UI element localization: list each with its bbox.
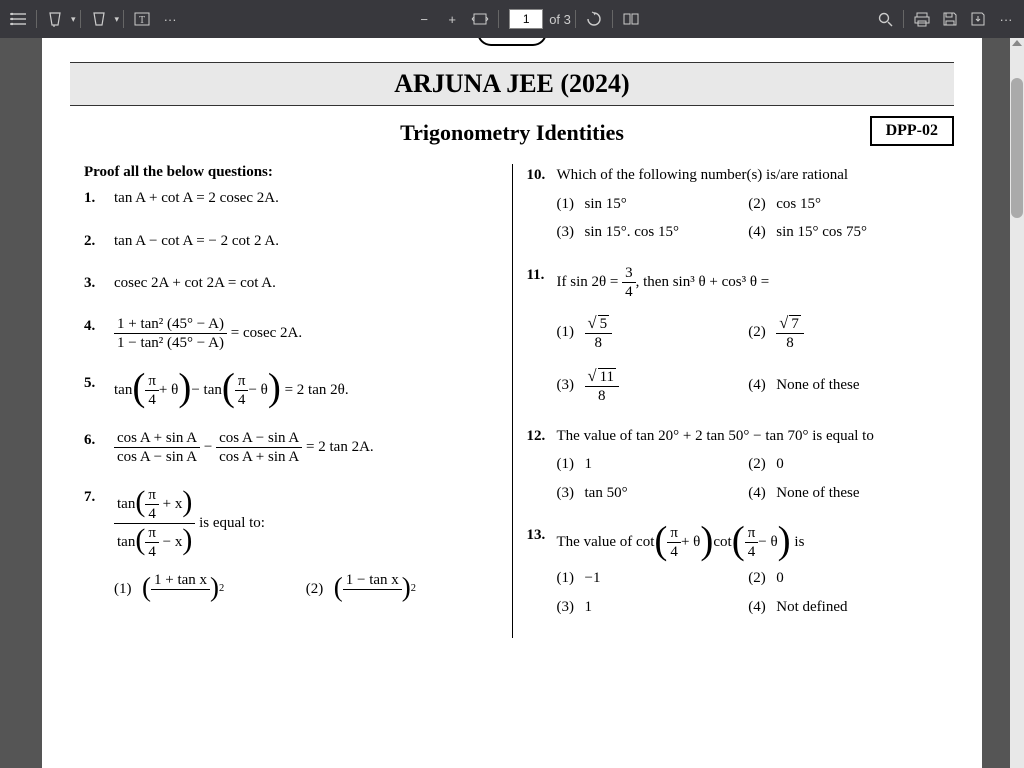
question-7: 7. tan(π4 + x) tan(π4 − x) is equal to: … bbox=[84, 486, 498, 608]
chevron-down-icon[interactable]: ▾ bbox=[71, 14, 76, 25]
title-banner: ARJUNA JEE (2024) bbox=[70, 62, 954, 106]
document-viewport: ARJUNA JEE (2024) Trigonometry Identitie… bbox=[0, 38, 1024, 768]
sidebar-toggle-icon[interactable] bbox=[4, 5, 32, 33]
question-12: 12. The value of tan 20° + 2 tan 50° − t… bbox=[527, 425, 941, 505]
doc-title: ARJUNA JEE (2024) bbox=[70, 69, 954, 99]
decorative-arc bbox=[477, 38, 547, 46]
question-11: 11. If sin 2θ = 34, then sin³ θ + cos³ θ… bbox=[527, 264, 941, 405]
scroll-thumb[interactable] bbox=[1011, 78, 1023, 218]
question-1: 1.tan A + cot A = 2 cosec 2A. bbox=[84, 187, 498, 210]
search-icon[interactable] bbox=[871, 5, 899, 33]
vertical-scrollbar[interactable] bbox=[1010, 38, 1024, 768]
print-icon[interactable] bbox=[908, 5, 936, 33]
instruction-text: Proof all the below questions: bbox=[84, 164, 498, 181]
page-number-input[interactable] bbox=[509, 9, 543, 29]
doc-subtitle: Trigonometry Identities bbox=[400, 120, 624, 146]
dpp-badge: DPP-02 bbox=[870, 116, 954, 146]
fit-width-icon[interactable] bbox=[466, 5, 494, 33]
left-column: Proof all the below questions: 1.tan A +… bbox=[70, 164, 513, 638]
question-10: 10. Which of the following number(s) is/… bbox=[527, 164, 941, 244]
chevron-down-icon[interactable]: ▾ bbox=[115, 14, 120, 25]
right-column: 10. Which of the following number(s) is/… bbox=[513, 164, 955, 638]
highlight-tool-icon[interactable] bbox=[41, 5, 69, 33]
scroll-up-icon[interactable] bbox=[1012, 40, 1022, 46]
draw-tool-icon[interactable] bbox=[85, 5, 113, 33]
question-5: 5. tan(π4+ θ)− tan(π4− θ) = 2 tan 2θ. bbox=[84, 372, 498, 409]
zoom-out-icon[interactable]: − bbox=[410, 5, 438, 33]
more-tools-icon[interactable]: ··· bbox=[156, 5, 184, 33]
question-13: 13. The value of cot(π4+ θ)cot(π4− θ) is… bbox=[527, 524, 941, 618]
more-icon[interactable]: ··· bbox=[992, 5, 1020, 33]
page-content: ARJUNA JEE (2024) Trigonometry Identitie… bbox=[42, 38, 982, 768]
question-4: 4. 1 + tan² (45° − A)1 − tan² (45° − A) … bbox=[84, 315, 498, 352]
page-total-label: of 3 bbox=[549, 12, 571, 27]
rotate-icon[interactable] bbox=[580, 5, 608, 33]
download-icon[interactable] bbox=[964, 5, 992, 33]
question-6: 6. cos A + sin Acos A − sin A − cos A − … bbox=[84, 429, 498, 466]
zoom-in-icon[interactable]: + bbox=[438, 5, 466, 33]
pdf-toolbar: ▾ ▾ T ··· − + of 3 ··· bbox=[0, 0, 1024, 38]
svg-text:T: T bbox=[139, 15, 145, 26]
question-2: 2.tan A − cot A = − 2 cot 2 A. bbox=[84, 230, 498, 253]
save-icon[interactable] bbox=[936, 5, 964, 33]
question-3: 3.cosec 2A + cot 2A = cot A. bbox=[84, 272, 498, 295]
presentation-icon[interactable] bbox=[617, 5, 645, 33]
text-tool-icon[interactable]: T bbox=[128, 5, 156, 33]
